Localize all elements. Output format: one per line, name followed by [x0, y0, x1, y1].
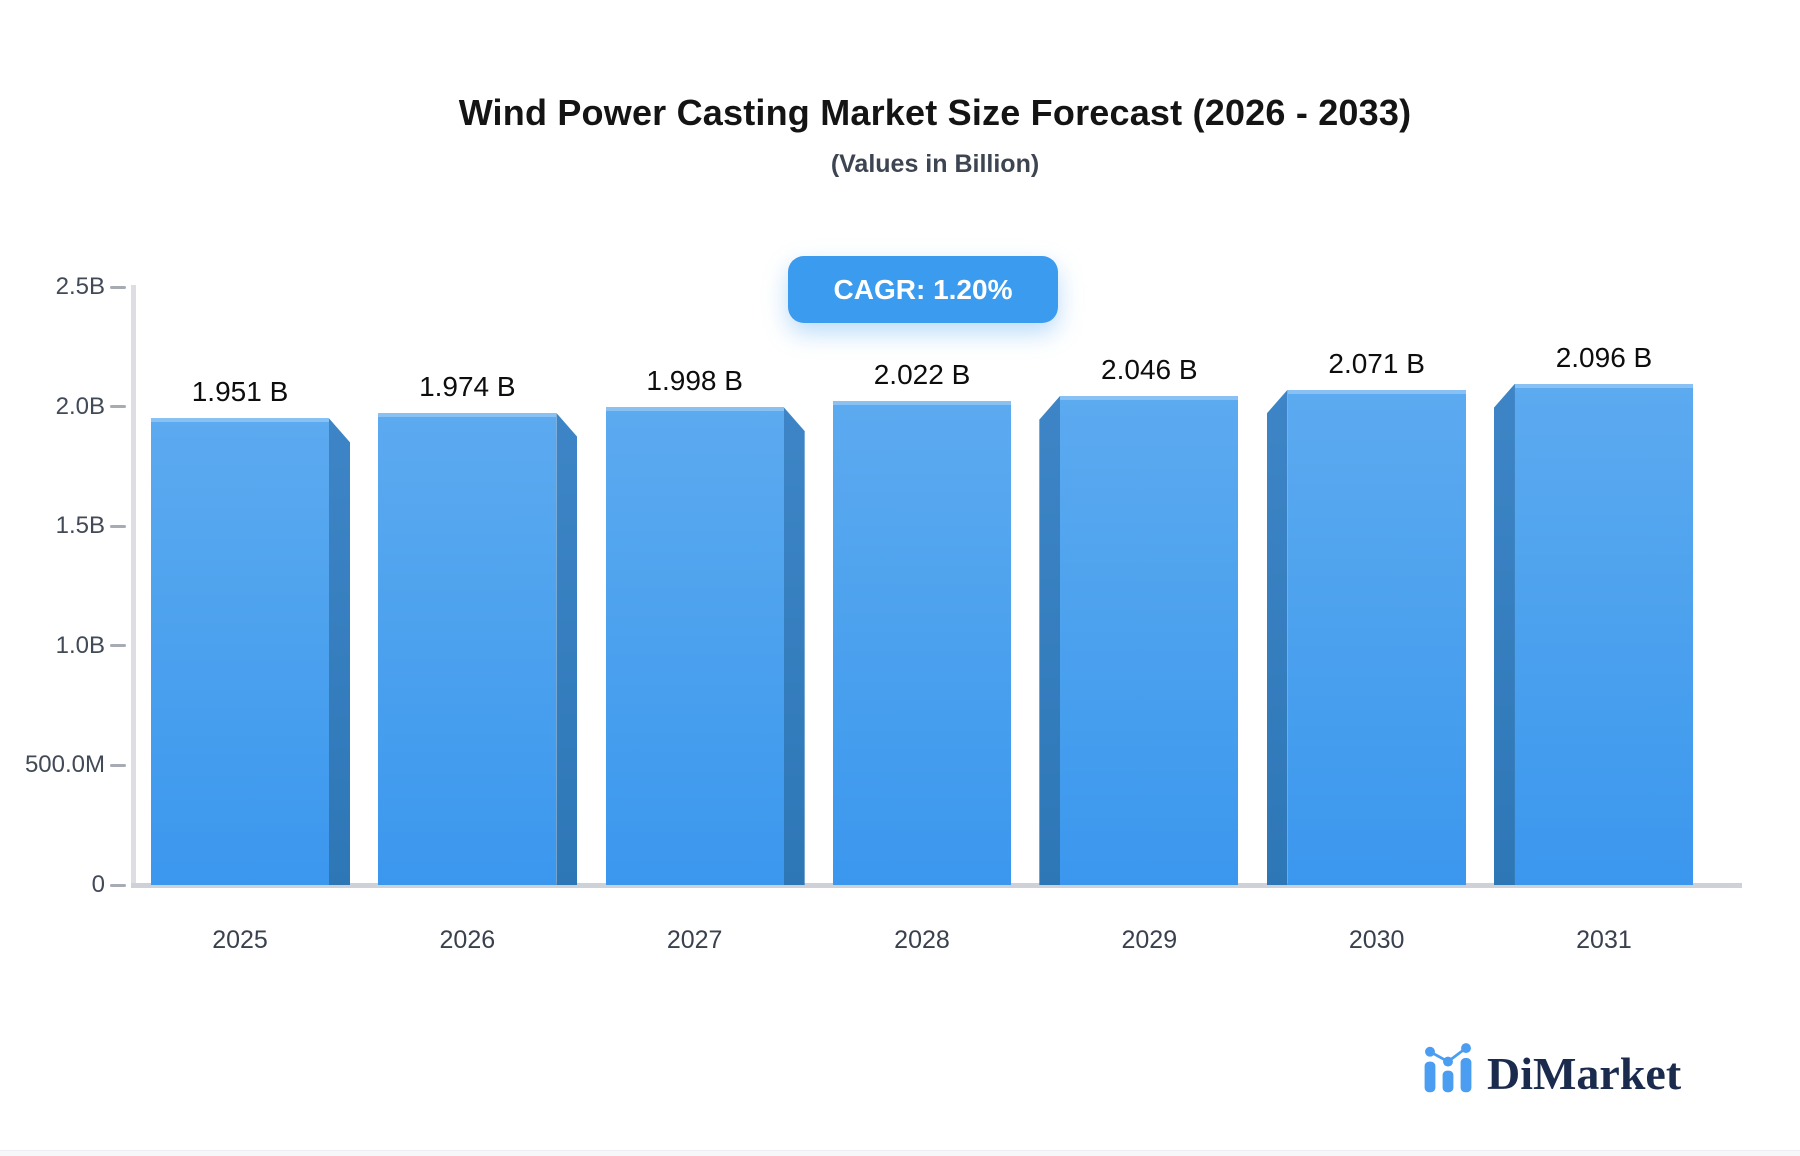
y-axis-tick-label: 2.5B	[55, 273, 105, 300]
bar-value-label: 2.071 B	[1328, 347, 1425, 379]
bar-value-label: 2.046 B	[1101, 353, 1198, 385]
bar-face	[151, 418, 329, 885]
y-axis-tick-mark	[110, 405, 126, 409]
cagr-badge: CAGR: 1.20%	[788, 256, 1058, 323]
bar-2026: 1.974 B	[378, 371, 578, 885]
y-axis-tick-mark	[110, 763, 126, 767]
bar-2030: 2.071 B	[1266, 348, 1466, 885]
x-axis-label: 2026	[439, 926, 496, 954]
y-axis-tick-mark	[110, 883, 126, 887]
bar-side-panel	[1266, 389, 1288, 885]
bar-value-label: 1.998 B	[646, 365, 743, 397]
y-axis-tick-label: 1.5B	[55, 512, 105, 540]
bar-2031: 2.096 B	[1493, 342, 1693, 885]
bar-2027: 1.998 B	[605, 365, 805, 885]
bar-value-label: 1.951 B	[191, 376, 289, 408]
x-axis-label: 2029	[1121, 926, 1178, 954]
y-axis-tick-label: 2.0B	[55, 392, 105, 420]
dimarket-logo: DiMarket	[1421, 1040, 1681, 1099]
chart-title: Wind Power Casting Market Size Forecast …	[458, 92, 1412, 133]
bar-value-label: 1.974 B	[419, 370, 516, 402]
bar-face	[605, 407, 784, 885]
y-axis-tick-label: 1.0B	[55, 631, 105, 659]
bar-face	[832, 401, 1011, 885]
bar-side-panel	[329, 418, 350, 885]
y-axis-tick-mark	[110, 644, 126, 648]
dimarket-logo-icon	[1421, 1040, 1475, 1099]
page-bottom-strip	[0, 1150, 1800, 1156]
x-axis-line	[131, 883, 1742, 888]
bar-side-panel	[783, 407, 805, 885]
bar-face	[1060, 395, 1239, 885]
bar-side-panel	[1493, 383, 1515, 885]
bar-face	[1514, 383, 1693, 885]
x-axis-label: 2031	[1576, 926, 1632, 954]
y-axis-tick-mark	[110, 524, 126, 528]
bar-side-panel	[1039, 395, 1061, 885]
bar-2028: 2.022 B	[832, 359, 1011, 885]
y-axis-tick-label: 0	[91, 871, 105, 898]
dimarket-logo-text: DiMarket	[1487, 1048, 1682, 1099]
bar-2029: 2.046 B	[1039, 354, 1239, 885]
y-axis-tick-mark	[110, 285, 126, 289]
y-axis-tick-label: 500.0M	[24, 751, 105, 779]
bar-face	[1287, 389, 1466, 885]
x-axis-label: 2030	[1348, 926, 1405, 954]
chart-subtitle: (Values in Billion)	[830, 150, 1040, 178]
bar-value-label: 2.096 B	[1555, 341, 1653, 373]
bar-2025: 1.951 B	[151, 376, 350, 885]
bar-face	[378, 412, 557, 885]
x-axis-label: 2025	[212, 926, 268, 954]
y-axis-line	[131, 285, 136, 887]
bar-side-panel	[556, 412, 578, 885]
x-axis-label: 2027	[666, 926, 723, 954]
bar-value-label: 2.022 B	[873, 359, 971, 391]
x-axis-label: 2028	[894, 926, 950, 954]
